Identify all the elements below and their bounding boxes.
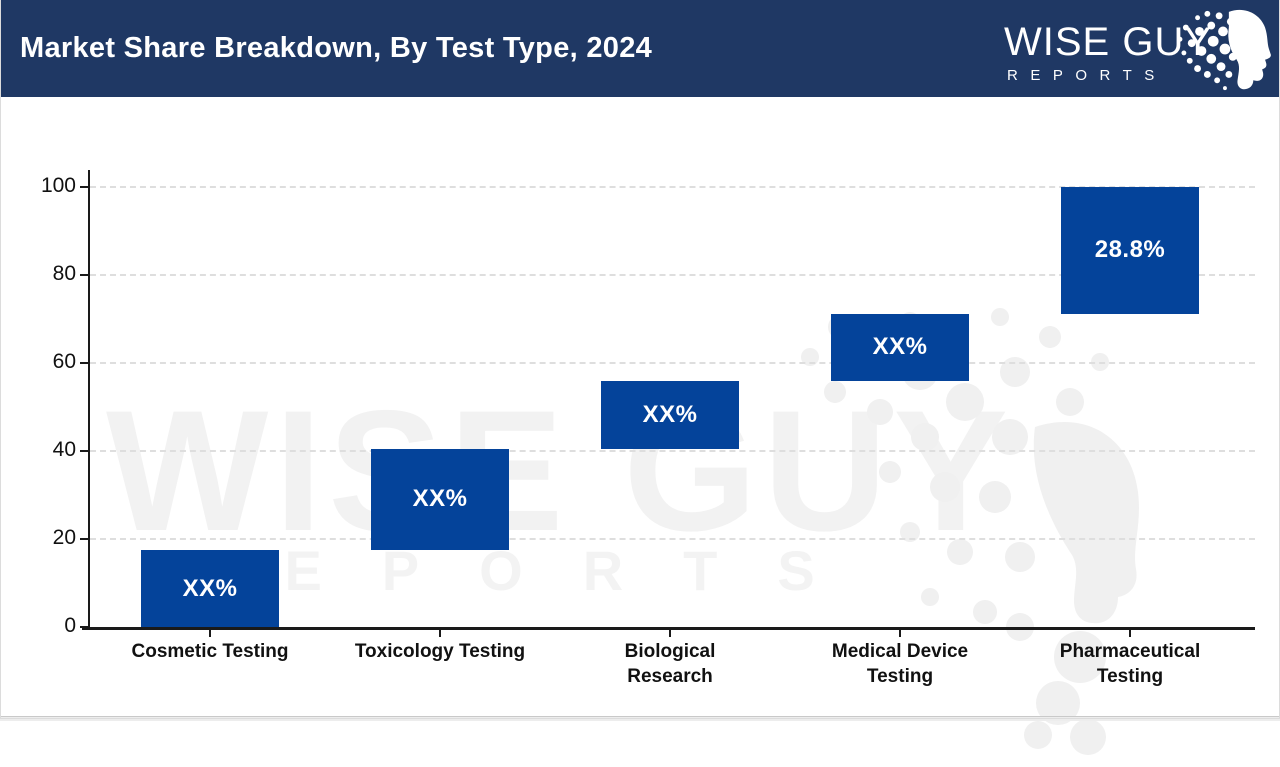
watermark-wise-guy-text: WISE GUY	[106, 375, 1015, 567]
bar-value-label: XX%	[182, 574, 238, 602]
wise-guy-logo: WISE GUY REPORTS	[1004, 4, 1272, 94]
y-tick-label: 20	[52, 526, 76, 549]
y-tick-mark	[80, 362, 88, 364]
y-tick-mark	[80, 538, 88, 540]
bar-value-label: XX%	[412, 485, 468, 513]
bar-value-label: XX%	[872, 333, 928, 361]
bar: XX%	[601, 381, 739, 449]
bar: XX%	[371, 448, 509, 550]
bar: XX%	[141, 550, 279, 627]
logo-text: WISE GUY REPORTS	[1004, 22, 1212, 84]
x-tick-label: Biological Research	[624, 641, 716, 687]
y-tick-label: 80	[52, 262, 76, 285]
x-tick-mark	[439, 629, 441, 637]
watermark-reports-text: REPORTS	[184, 539, 875, 602]
face-profile-logo-icon	[1177, 9, 1271, 91]
bar: 28.8%	[1061, 187, 1199, 314]
x-tick-mark	[1129, 629, 1131, 637]
logo-reports-text: REPORTS	[1007, 67, 1167, 84]
x-axis-line	[82, 627, 1255, 630]
x-tick-label: Medical Device Testing	[831, 641, 969, 687]
gridline	[90, 362, 1255, 364]
y-tick-label: 100	[40, 174, 76, 197]
y-tick-label: 0	[64, 614, 76, 637]
y-tick-label: 40	[52, 438, 76, 461]
y-tick-label: 60	[52, 350, 76, 373]
gridline	[90, 186, 1255, 188]
x-tick-label: Cosmetic Testing	[131, 641, 289, 662]
y-axis-line	[88, 170, 90, 630]
plot-area: 0 20 40 60 80 100 XX% Cosmetic Testing XX% Toxico…	[40, 170, 1255, 687]
header-bar: Market Share Breakdown, By Test Type, 20…	[0, 0, 1280, 97]
bar-value-label: XX%	[642, 400, 698, 428]
y-tick-mark	[80, 274, 88, 276]
bottom-divider	[0, 716, 1280, 721]
gridline	[90, 450, 1255, 452]
bar-value-label: 28.8%	[1094, 236, 1166, 264]
logo-wise-guy-text: WISE GUY	[1004, 20, 1213, 64]
page-title: Market Share Breakdown, By Test Type, 20…	[20, 32, 653, 64]
bar: XX%	[831, 313, 969, 382]
x-tick-mark	[899, 629, 901, 637]
gridline	[90, 274, 1255, 276]
y-tick-mark	[80, 186, 88, 188]
x-tick-label: Pharmaceutical Testing	[1059, 641, 1201, 687]
x-tick-mark	[669, 629, 671, 637]
gridline	[90, 538, 1255, 540]
x-tick-mark	[209, 629, 211, 637]
y-tick-mark	[80, 450, 88, 452]
x-tick-label: Toxicology Testing	[354, 641, 526, 662]
